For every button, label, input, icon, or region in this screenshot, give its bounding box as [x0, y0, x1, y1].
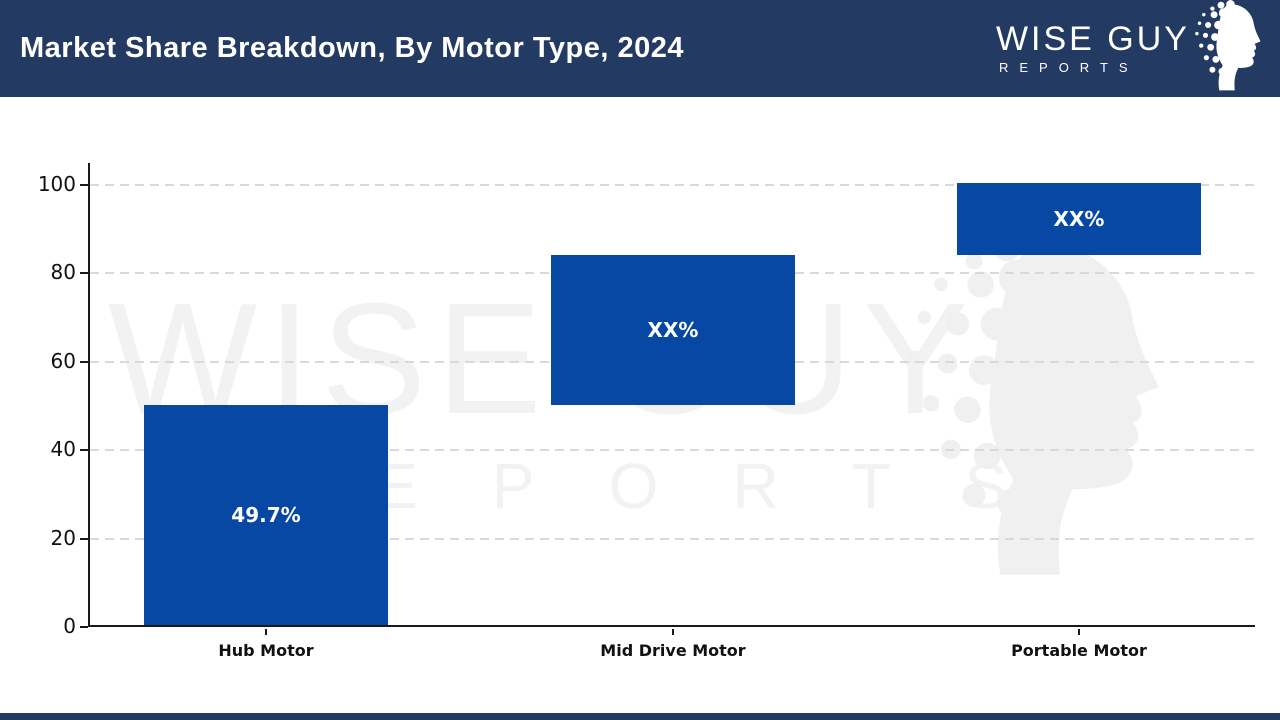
brand-head-icon [1195, 0, 1261, 91]
y-tick-label-40: 40 [50, 437, 76, 462]
y-tick-mark-80 [80, 272, 88, 275]
bar-hub-motor: 49.7% [144, 405, 388, 625]
x-tick-label-portable-motor: Portable Motor [1011, 641, 1147, 660]
y-tick-mark-100 [80, 184, 88, 186]
bar-value-label: 49.7% [231, 503, 301, 528]
x-tick-mark [1078, 629, 1080, 635]
y-tick-label-20: 20 [50, 525, 76, 550]
plot-area: 0 20 40 60 80 100 49.7% Hub Motor XX% Mid Drive M… [38, 163, 1255, 660]
footer-bar [0, 713, 1280, 720]
brand-subname: REPORTS [998, 60, 1139, 75]
y-tick-label-80: 80 [50, 260, 76, 285]
bar-mid-drive-motor: XX% [551, 255, 795, 406]
y-tick-label-100: 100 [37, 172, 76, 196]
brand-name: WISE GUY [995, 20, 1190, 58]
x-tick-mark [672, 629, 674, 635]
x-tick-label-mid-drive-motor: Mid Drive Motor [600, 641, 746, 660]
y-tick-mark-0 [80, 626, 88, 628]
header: Market Share Breakdown, By Motor Type, 2… [0, 0, 1280, 97]
y-tick-mark-60 [80, 360, 88, 363]
x-tick-mark [265, 629, 267, 635]
chart-container: WISE GUY REPORTS 0 20 40 60 80 100 49.7% Hub Mo… [0, 97, 1280, 713]
x-tick-label-hub-motor: Hub Motor [218, 641, 314, 660]
bar-value-label: XX% [647, 318, 699, 343]
page-title: Market Share Breakdown, By Motor Type, 2… [20, 32, 685, 64]
y-tick-mark-40 [80, 449, 88, 452]
y-tick-label-60: 60 [50, 348, 76, 373]
brand-logo-text: WISE GUY REPORTS [996, 22, 1190, 75]
bar-portable-motor: XX% [957, 183, 1201, 256]
gridline-100 [90, 184, 1255, 186]
gridline-20 [90, 537, 1255, 540]
gridline-40 [90, 449, 1255, 452]
brand-logo: WISE GUY REPORTS [996, 0, 1264, 94]
bar-value-label: XX% [1053, 207, 1105, 232]
y-tick-mark-20 [80, 537, 88, 540]
y-tick-label-0: 0 [63, 614, 76, 638]
